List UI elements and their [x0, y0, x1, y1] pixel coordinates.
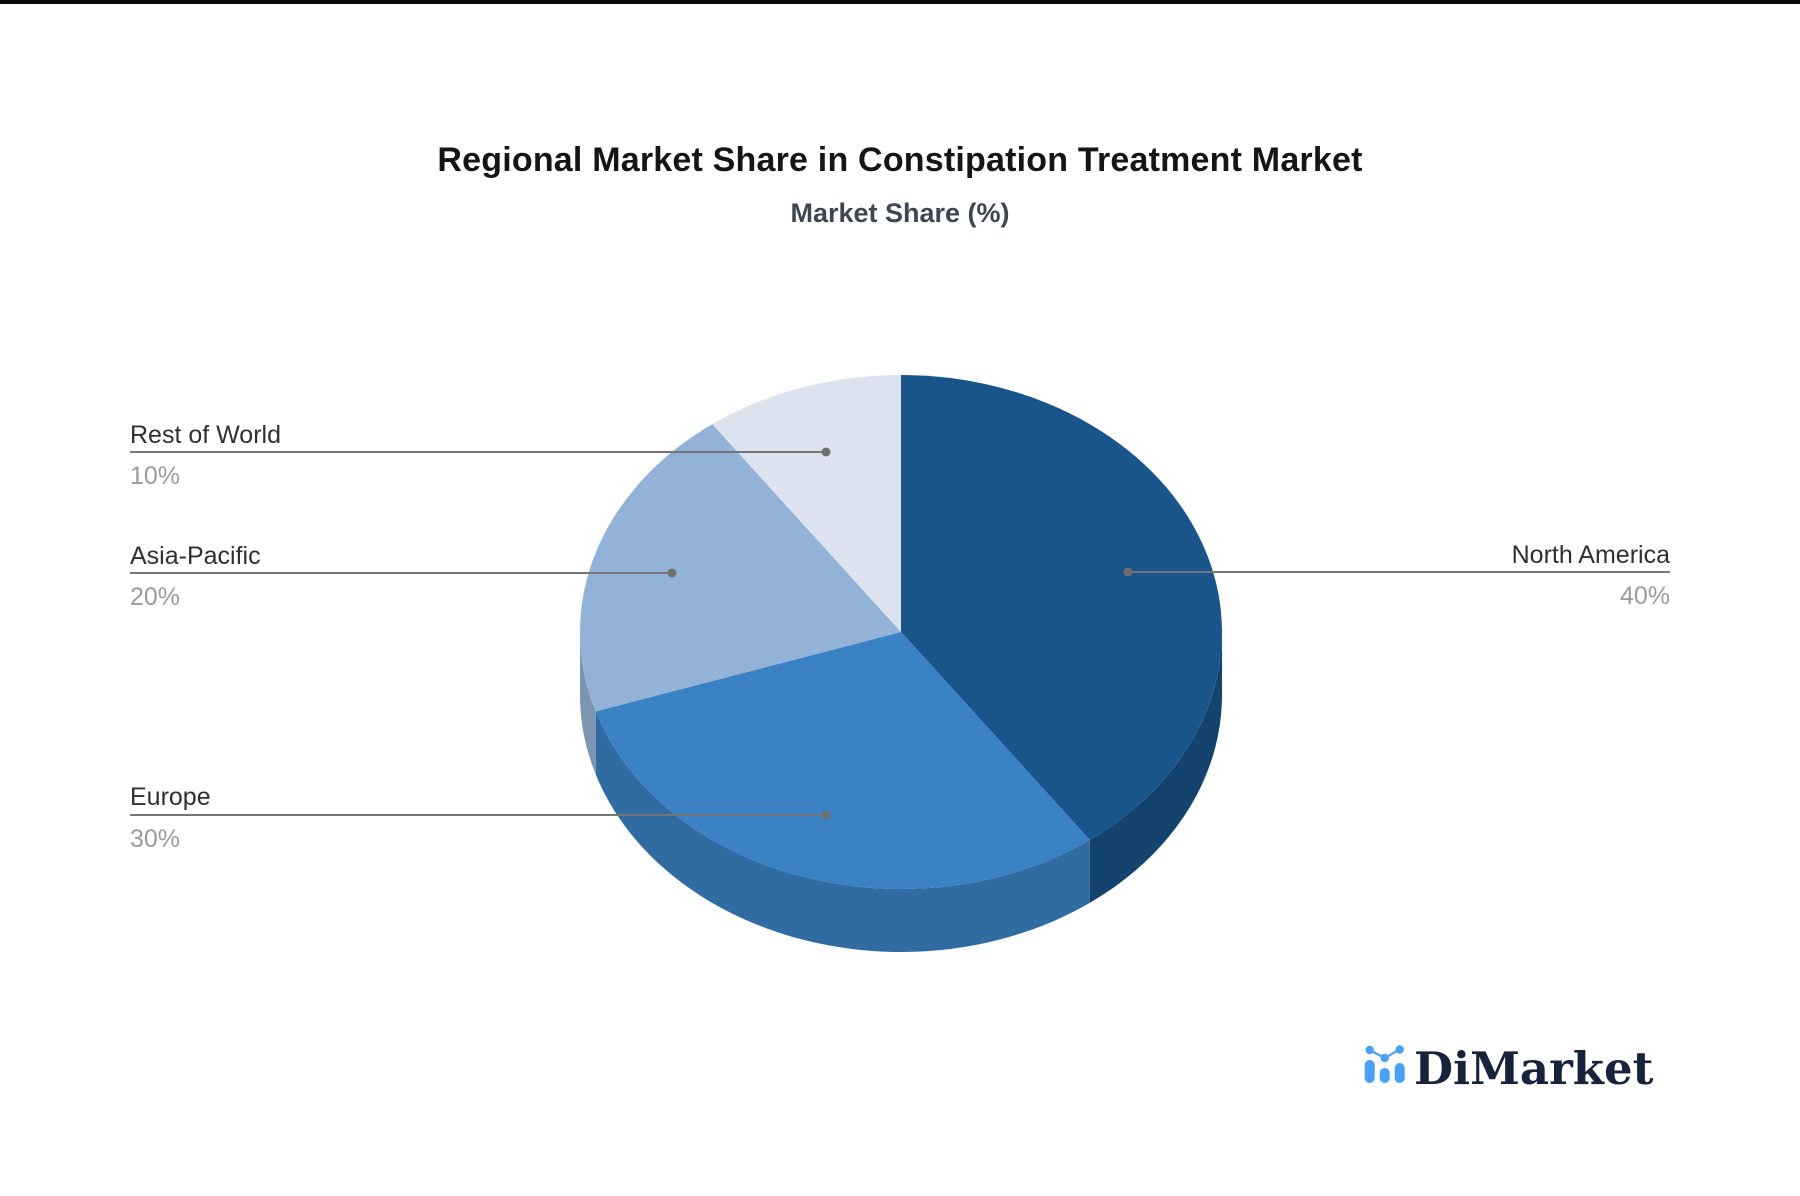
top-border — [0, 0, 1800, 4]
slice-rest-of-world[interactable] — [712, 375, 901, 632]
slice-europe[interactable] — [595, 632, 1090, 889]
label-asia-pacific: Asia-Pacific — [130, 542, 261, 570]
value-rest-of-world: 10% — [130, 462, 181, 490]
label-north-america: North America — [1511, 541, 1670, 569]
leader-dot-europe — [821, 810, 831, 820]
chart-subtitle: Market Share (%) — [790, 198, 1010, 228]
slice-side-north-america — [1089, 632, 1222, 903]
slice-side-asia-pacific — [580, 632, 596, 775]
slice-side-europe — [595, 711, 1090, 952]
label-europe: Europe — [130, 783, 211, 811]
logo-text: DiMarket — [1414, 1042, 1654, 1095]
bar-line-chart-icon — [1364, 1045, 1405, 1083]
page-title: Regional Market Share in Constipation Tr… — [437, 141, 1363, 179]
label-rest-of-world: Rest of World — [130, 421, 281, 449]
leader-dot-asia-pacific — [667, 568, 677, 578]
slice-north-america[interactable] — [901, 375, 1222, 840]
value-north-america: 40% — [1619, 582, 1670, 610]
slice-asia-pacific[interactable] — [579, 424, 901, 712]
leader-dot-rest-of-world — [821, 447, 831, 457]
dimarket-logo: DiMarket — [1360, 1038, 1660, 1098]
leader-dot-north-america — [1123, 567, 1133, 577]
value-europe: 30% — [130, 825, 181, 853]
value-asia-pacific: 20% — [130, 583, 181, 611]
